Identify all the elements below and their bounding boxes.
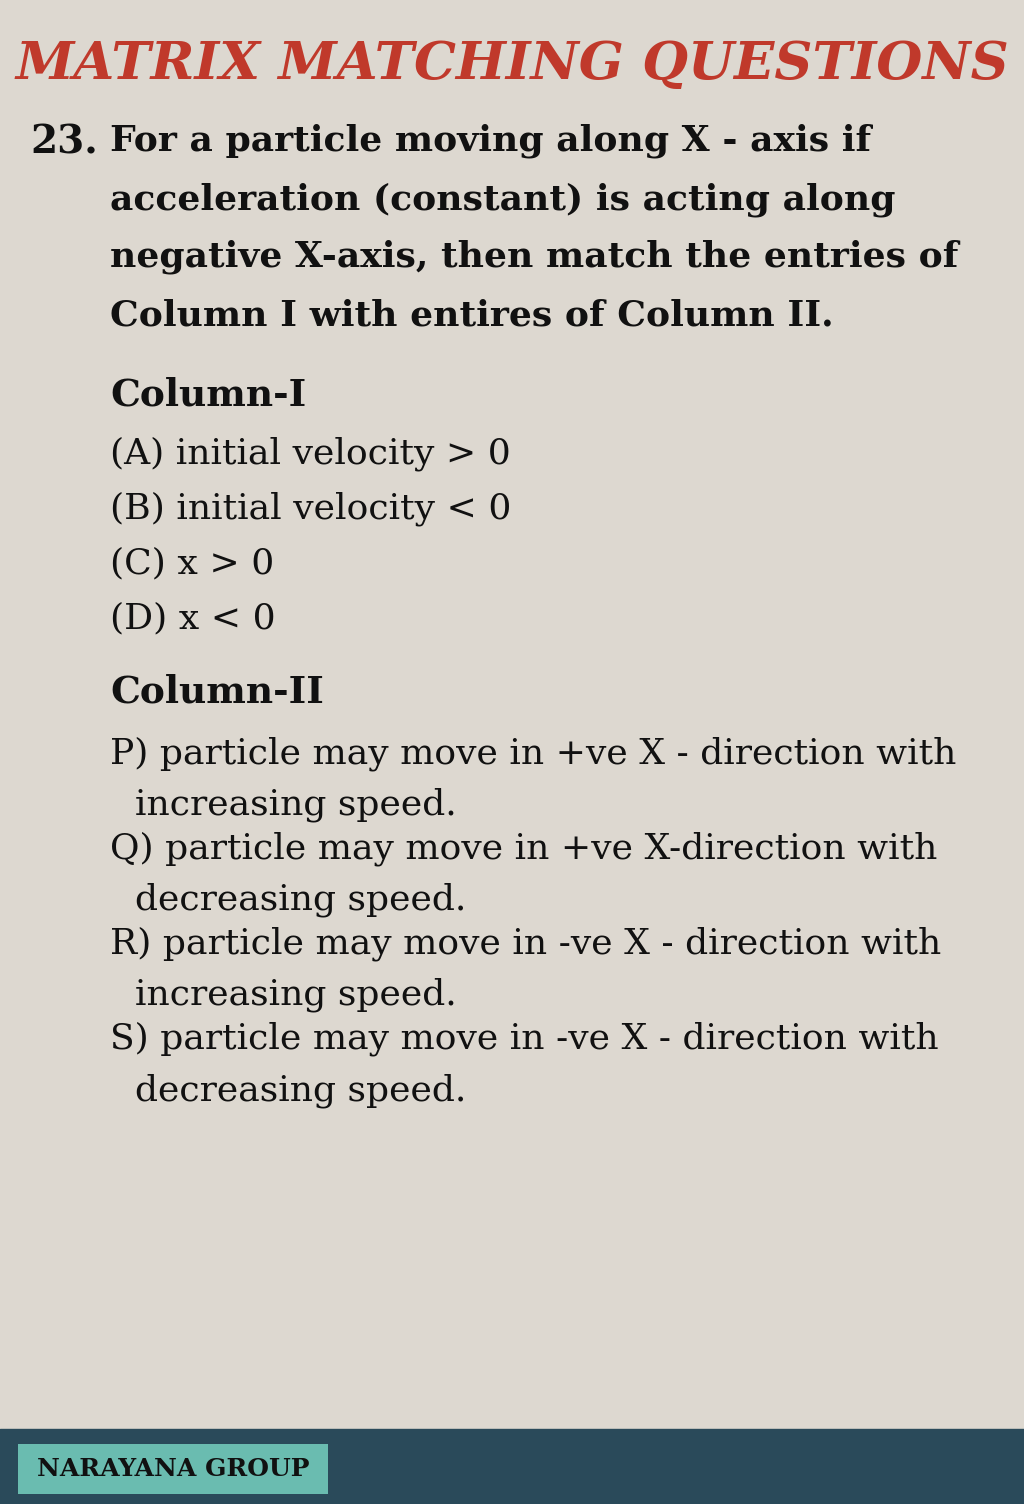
Text: acceleration (constant) is acting along: acceleration (constant) is acting along: [110, 182, 896, 217]
Text: MATRIX MATCHING QUESTIONS: MATRIX MATCHING QUESTIONS: [15, 39, 1009, 90]
Text: 23.: 23.: [30, 123, 97, 162]
Text: increasing speed.: increasing speed.: [135, 788, 457, 823]
Text: S) particle may move in -ve X - direction with: S) particle may move in -ve X - directio…: [110, 1021, 939, 1056]
Text: Q) particle may move in +ve X-direction with: Q) particle may move in +ve X-direction …: [110, 832, 937, 866]
Text: (B) initial velocity < 0: (B) initial velocity < 0: [110, 490, 511, 525]
Text: decreasing speed.: decreasing speed.: [135, 883, 466, 917]
Text: (A) initial velocity > 0: (A) initial velocity > 0: [110, 436, 511, 471]
Text: R) particle may move in -ve X - direction with: R) particle may move in -ve X - directio…: [110, 926, 941, 961]
Text: Column I with entires of Column II.: Column I with entires of Column II.: [110, 298, 834, 332]
Text: For a particle moving along X - axis if: For a particle moving along X - axis if: [110, 123, 871, 158]
Text: (D) x < 0: (D) x < 0: [110, 602, 275, 635]
Text: decreasing speed.: decreasing speed.: [135, 1072, 466, 1107]
Text: increasing speed.: increasing speed.: [135, 978, 457, 1012]
Text: (C) x > 0: (C) x > 0: [110, 546, 274, 581]
Text: NARAYANA GROUP: NARAYANA GROUP: [37, 1456, 309, 1480]
Text: Column-II: Column-II: [110, 674, 324, 711]
Text: Column-I: Column-I: [110, 376, 306, 414]
Text: P) particle may move in +ve X - direction with: P) particle may move in +ve X - directio…: [110, 735, 956, 770]
Text: negative X-axis, then match the entries of: negative X-axis, then match the entries …: [110, 241, 958, 275]
FancyBboxPatch shape: [18, 1444, 328, 1493]
